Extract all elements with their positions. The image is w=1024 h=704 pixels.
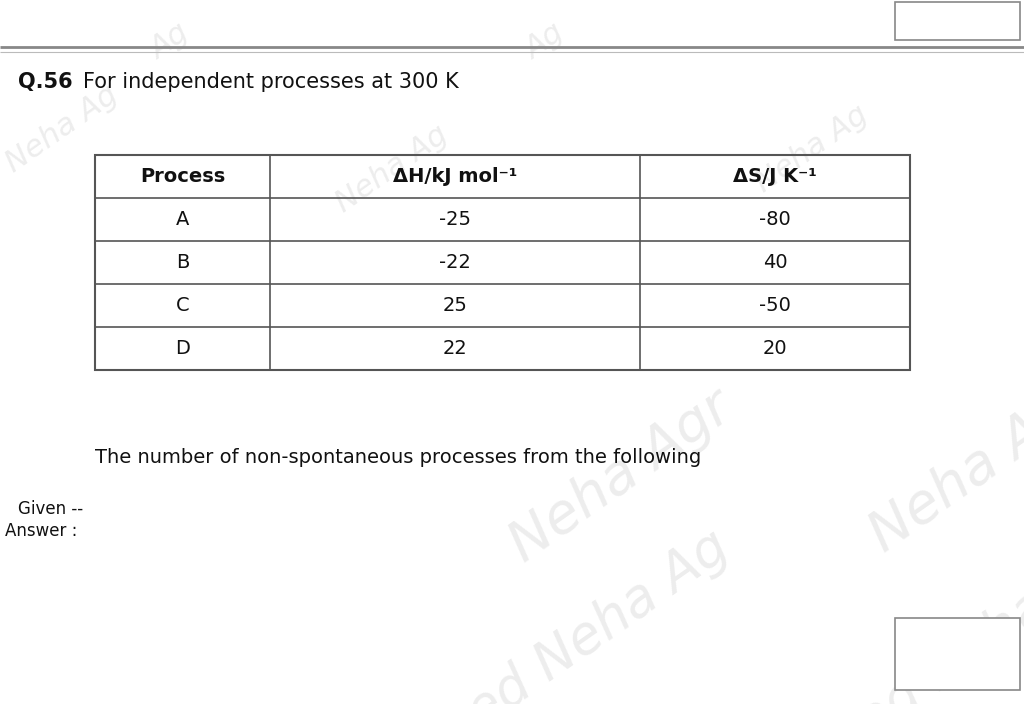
Text: The number of non-spontaneous processes from the following: The number of non-spontaneous processes …: [95, 448, 701, 467]
Text: ned Neha Ag: ned Neha Ag: [430, 520, 738, 704]
Text: Ag: Ag: [145, 18, 195, 65]
Text: ΔS/J K⁻¹: ΔS/J K⁻¹: [733, 167, 817, 186]
Bar: [95, 155, 910, 370]
Text: For independent processes at 300 K: For independent processes at 300 K: [83, 72, 459, 92]
Text: D: D: [175, 339, 189, 358]
Text: Process: Process: [140, 167, 225, 186]
Text: Given --: Given --: [18, 500, 83, 518]
Bar: [895, 2, 1020, 40]
Text: 25: 25: [442, 296, 467, 315]
Text: ned Neha Ag: ned Neha Ag: [820, 530, 1024, 704]
Text: Answer :: Answer :: [5, 522, 78, 540]
Text: Q.56: Q.56: [18, 72, 73, 92]
Text: -50: -50: [759, 296, 791, 315]
Text: 20: 20: [763, 339, 787, 358]
Text: Neha Ag: Neha Ag: [750, 100, 872, 199]
Bar: [895, 618, 1020, 690]
Text: Neha Agr: Neha Agr: [500, 380, 742, 572]
Text: Ag: Ag: [520, 18, 569, 65]
Text: -25: -25: [439, 210, 471, 229]
Text: A: A: [176, 210, 189, 229]
Text: 22: 22: [442, 339, 467, 358]
Text: 40: 40: [763, 253, 787, 272]
Text: B: B: [176, 253, 189, 272]
Text: Neha Ag: Neha Ag: [0, 80, 123, 178]
Text: -80: -80: [759, 210, 791, 229]
Text: -22: -22: [439, 253, 471, 272]
Text: ΔH/kJ mol⁻¹: ΔH/kJ mol⁻¹: [393, 167, 517, 186]
Text: Neha Ag: Neha Ag: [330, 120, 453, 218]
Text: Neha Agr: Neha Agr: [860, 370, 1024, 562]
Text: C: C: [176, 296, 189, 315]
